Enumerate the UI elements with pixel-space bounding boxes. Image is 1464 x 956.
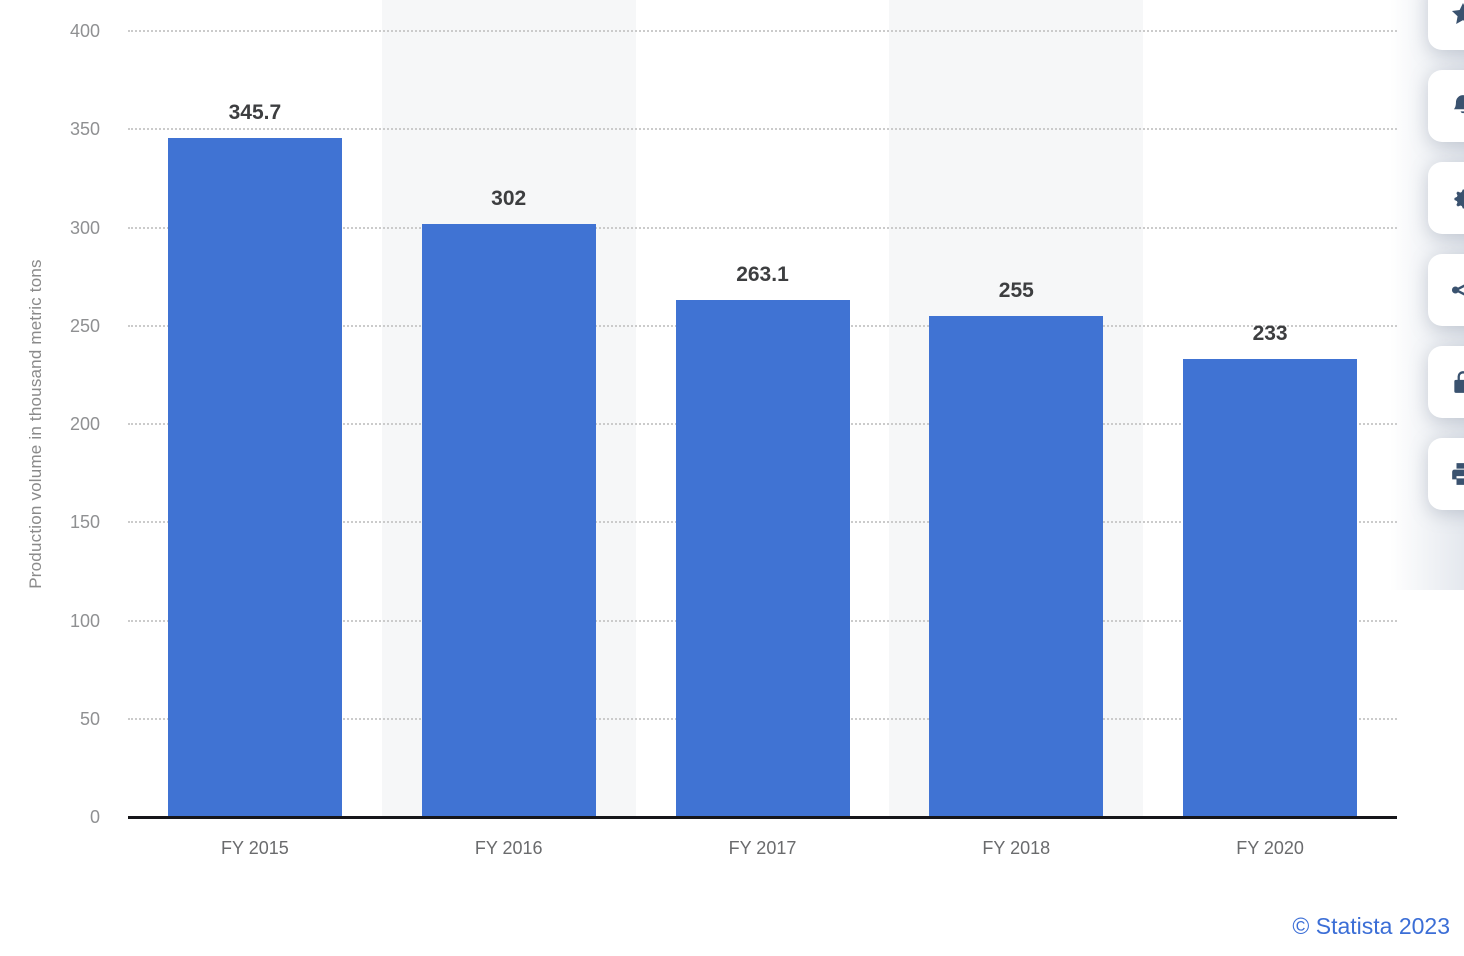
bar-value-label: 263.1 <box>736 263 789 286</box>
bar-fy-2018 <box>929 315 1104 817</box>
print-icon <box>1452 463 1464 485</box>
y-gridline <box>128 30 1397 32</box>
y-tick-label: 400 <box>69 21 100 41</box>
statista-copyright-link[interactable]: © Statista 2023 <box>1292 913 1450 939</box>
favorite-button[interactable] <box>1428 0 1464 50</box>
y-tick-label: 150 <box>69 512 100 533</box>
bar-value-label: 233 <box>1252 322 1288 346</box>
y-tick-label: 300 <box>69 217 100 238</box>
gear-icon <box>1454 189 1464 209</box>
x-axis-category-label: FY 2020 <box>1236 838 1304 858</box>
y-tick-label: 50 <box>79 708 100 729</box>
x-axis-category-label: FY 2017 <box>728 838 797 858</box>
x-axis-line <box>128 816 1397 819</box>
alert-button[interactable] <box>1428 70 1464 142</box>
y-gridline <box>128 128 1397 131</box>
bar-value-label: 255 <box>998 278 1034 302</box>
lock-icon <box>1454 371 1464 393</box>
unlock-button[interactable] <box>1428 346 1464 418</box>
x-axis-category-label: FY 2016 <box>474 838 543 858</box>
y-tick-label: 250 <box>69 315 100 336</box>
y-tick-label: 100 <box>69 610 100 631</box>
y-tick-label: 200 <box>69 414 100 434</box>
settings-button[interactable] <box>1428 162 1464 234</box>
x-axis-category-label: FY 2018 <box>982 838 1051 858</box>
y-tick-label: 0 <box>89 807 100 827</box>
x-axis-category-label: FY 2015 <box>221 838 289 858</box>
bar-value-label: 345.7 <box>228 100 282 124</box>
bar-fy-2015 <box>167 137 342 817</box>
bar-fy-2016 <box>421 223 596 817</box>
y-tick-label: 350 <box>69 119 100 140</box>
share-button[interactable] <box>1428 254 1464 326</box>
share-icon <box>1451 282 1464 298</box>
star-icon <box>1451 2 1464 24</box>
print-button[interactable] <box>1428 438 1464 510</box>
bar-fy-2017 <box>675 300 850 817</box>
bell-icon <box>1453 95 1464 114</box>
y-gridline <box>128 226 1397 229</box>
bar-fy-2020 <box>1183 359 1358 817</box>
bar-value-label: 302 <box>491 186 527 210</box>
